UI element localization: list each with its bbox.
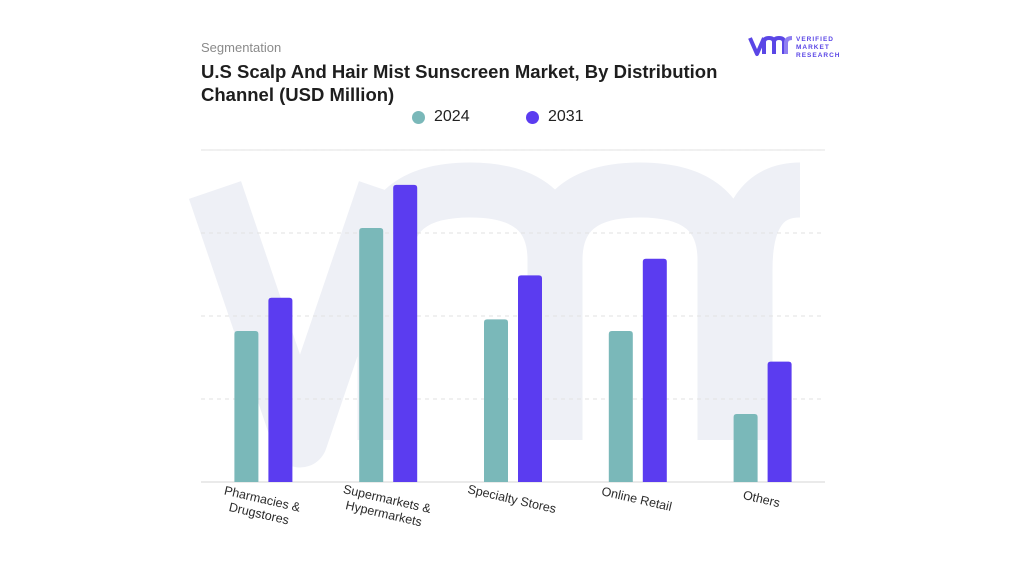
bar-2031-1 (393, 184, 418, 483)
bar-2024-2 (484, 319, 508, 482)
x-tick-label: Supermarkets &Hypermarkets (338, 482, 432, 531)
logo-text: VERIFIED MARKET RESEARCH (796, 36, 840, 60)
vmr-logo-icon (748, 35, 793, 56)
brand-logo: VERIFIED MARKET RESEARCH (748, 34, 858, 64)
bars (234, 184, 792, 483)
bar-2031-2 (518, 275, 542, 482)
x-tick-label: Specialty Stores (466, 482, 557, 516)
legend-swatch-2024 (412, 110, 425, 124)
x-axis-labels: Pharmacies &Drugstores Supermarkets &Hype… (219, 482, 782, 531)
legend-label-2024: 2024 (434, 108, 470, 125)
legend-label-2031: 2031 (548, 108, 584, 125)
bar-2031-4 (767, 361, 792, 482)
bar-2024-1 (359, 228, 384, 482)
x-tick-label: Others (742, 488, 782, 510)
segmentation-label: Segmentation (201, 40, 282, 55)
chart-legend: 2024 2031 (0, 108, 1024, 130)
watermark-logo (188, 162, 802, 468)
watermark-shape (188, 162, 802, 468)
chart-title: U.S Scalp And Hair Mist Sunscreen Market… (201, 61, 718, 105)
logo-line-2: MARKET (796, 44, 830, 51)
bar-2024-4 (733, 413, 758, 482)
logo-line-3: RESEARCH (796, 52, 841, 59)
bar-2024-3 (608, 330, 633, 482)
x-tick-label: Pharmacies &Drugstores (219, 484, 302, 530)
bar-2024-0 (234, 330, 259, 482)
bar-2031-3 (642, 258, 667, 482)
legend-item-2031: 2031 (526, 108, 584, 126)
gridlines (201, 149, 825, 483)
x-tick-label: Online Retail (600, 484, 673, 514)
bar-2031-0 (268, 297, 293, 482)
logo-line-1: VERIFIED (796, 36, 834, 43)
legend-item-2024: 2024 (412, 108, 470, 126)
legend-swatch-2031 (526, 110, 539, 124)
